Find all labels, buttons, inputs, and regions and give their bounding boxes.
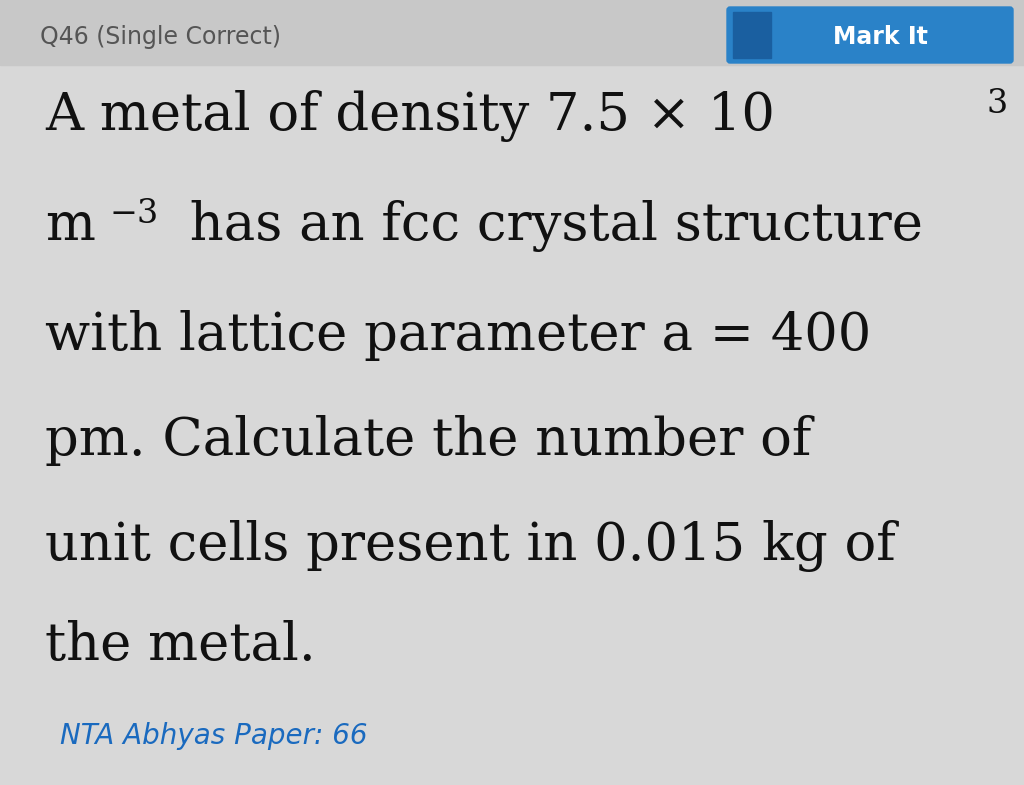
Text: m: m — [45, 200, 95, 251]
FancyBboxPatch shape — [727, 7, 1013, 63]
Text: unit cells present in 0.015 kg of: unit cells present in 0.015 kg of — [45, 520, 896, 572]
Text: −3: −3 — [110, 198, 159, 230]
Text: 3: 3 — [987, 88, 1008, 120]
Text: the metal.: the metal. — [45, 620, 315, 671]
Text: with lattice parameter a = 400: with lattice parameter a = 400 — [45, 310, 871, 361]
Bar — [0, 0, 1024, 65]
Text: Mark It: Mark It — [833, 25, 928, 49]
Bar — [733, 12, 771, 58]
Text: A metal of density 7.5 × 10: A metal of density 7.5 × 10 — [45, 90, 775, 142]
Text: Q46 (Single Correct): Q46 (Single Correct) — [40, 25, 281, 49]
Text: kg: kg — [1014, 90, 1024, 142]
Text: has an fcc crystal structure: has an fcc crystal structure — [173, 200, 923, 252]
Text: NTA Abhyas Paper: 66: NTA Abhyas Paper: 66 — [60, 722, 368, 750]
Text: pm. Calculate the number of: pm. Calculate the number of — [45, 415, 811, 466]
